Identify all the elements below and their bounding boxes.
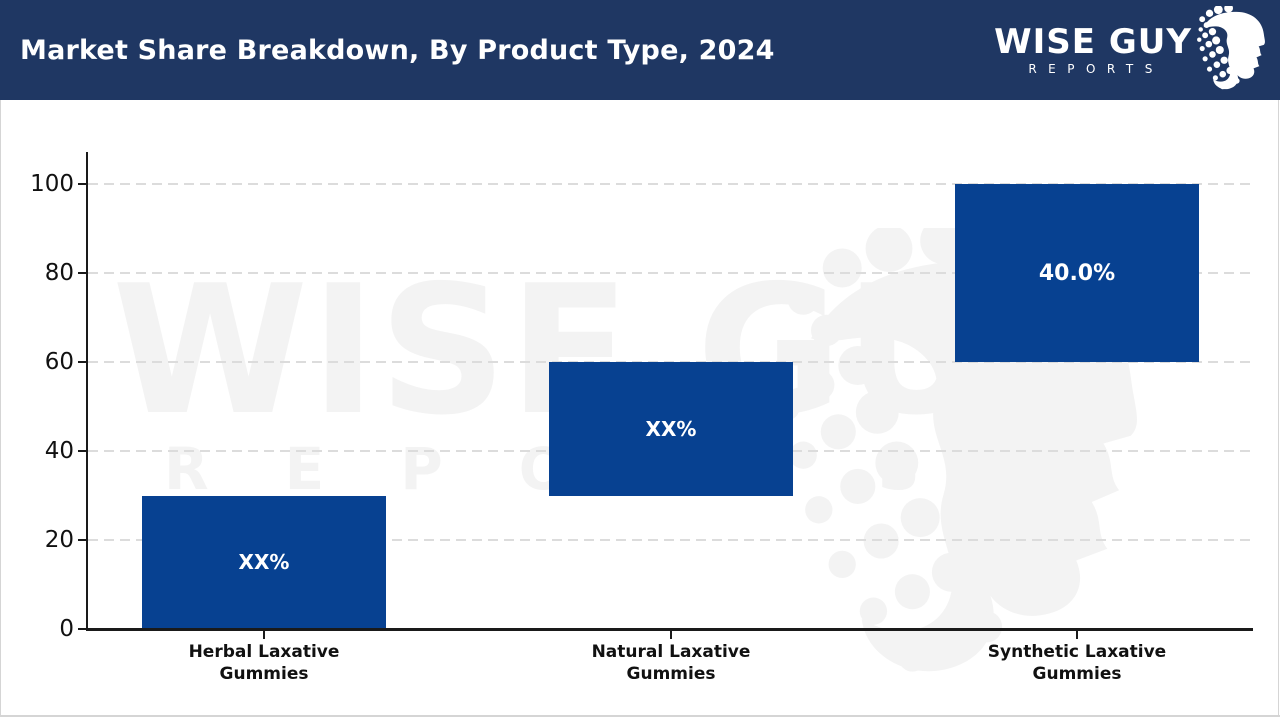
y-tick-mark: [78, 450, 86, 452]
wise-guy-logo: WISE GUY REPORTS: [994, 4, 1270, 96]
page-border-bottom: [0, 715, 1280, 717]
header-bar: Market Share Breakdown, By Product Type,…: [0, 0, 1280, 100]
logo-head-icon: [1197, 6, 1265, 90]
category-label: Natural Laxative Gummies: [541, 641, 801, 685]
category-label-line: Gummies: [1032, 664, 1122, 685]
y-tick-mark: [78, 539, 86, 541]
gridline-20: [88, 539, 1253, 541]
page-border-right: [1278, 100, 1279, 717]
category-label-line: Natural Laxative: [591, 642, 751, 662]
bar-1: XX%: [142, 495, 386, 629]
page-border-left: [0, 100, 1, 717]
x-tick-mark: [1076, 631, 1078, 639]
y-tick-mark: [78, 183, 86, 185]
y-tick-label: 0: [59, 616, 74, 642]
y-tick-mark: [78, 272, 86, 274]
x-axis-line: [86, 628, 1253, 631]
bar-value-label: 40.0%: [1038, 260, 1116, 286]
y-axis-line: [86, 152, 88, 630]
category-label-line: Herbal Laxative: [188, 642, 340, 662]
y-tick-mark: [78, 628, 86, 630]
category-label-line: Gummies: [219, 664, 309, 685]
y-tick-label: 40: [44, 438, 74, 464]
logo-wordmark: WISE GUY: [994, 21, 1192, 62]
gridline-80: [88, 272, 1253, 274]
logo-text: WISE GUY REPORTS: [994, 25, 1192, 76]
y-tick-mark: [78, 361, 86, 363]
logo-subtext: REPORTS: [1028, 61, 1164, 76]
category-label-line: Gummies: [626, 664, 716, 685]
bar-value-label: XX%: [238, 550, 290, 575]
bar-2: XX%: [549, 362, 793, 496]
y-tick-label: 20: [44, 527, 74, 553]
y-tick-label: 80: [44, 260, 74, 286]
y-tick-label: 100: [30, 171, 74, 197]
category-label: Synthetic Laxative Gummies: [947, 641, 1207, 685]
gridline-100: [88, 183, 1253, 185]
category-label-line: Synthetic Laxative: [987, 642, 1167, 662]
x-tick-mark: [670, 631, 672, 639]
y-tick-label: 60: [44, 349, 74, 375]
chart-title: Market Share Breakdown, By Product Type,…: [20, 34, 775, 66]
bar-3: 40.0%: [955, 184, 1199, 362]
bar-value-label: XX%: [645, 416, 697, 441]
x-tick-mark: [263, 631, 265, 639]
category-label: Herbal Laxative Gummies: [134, 641, 394, 685]
